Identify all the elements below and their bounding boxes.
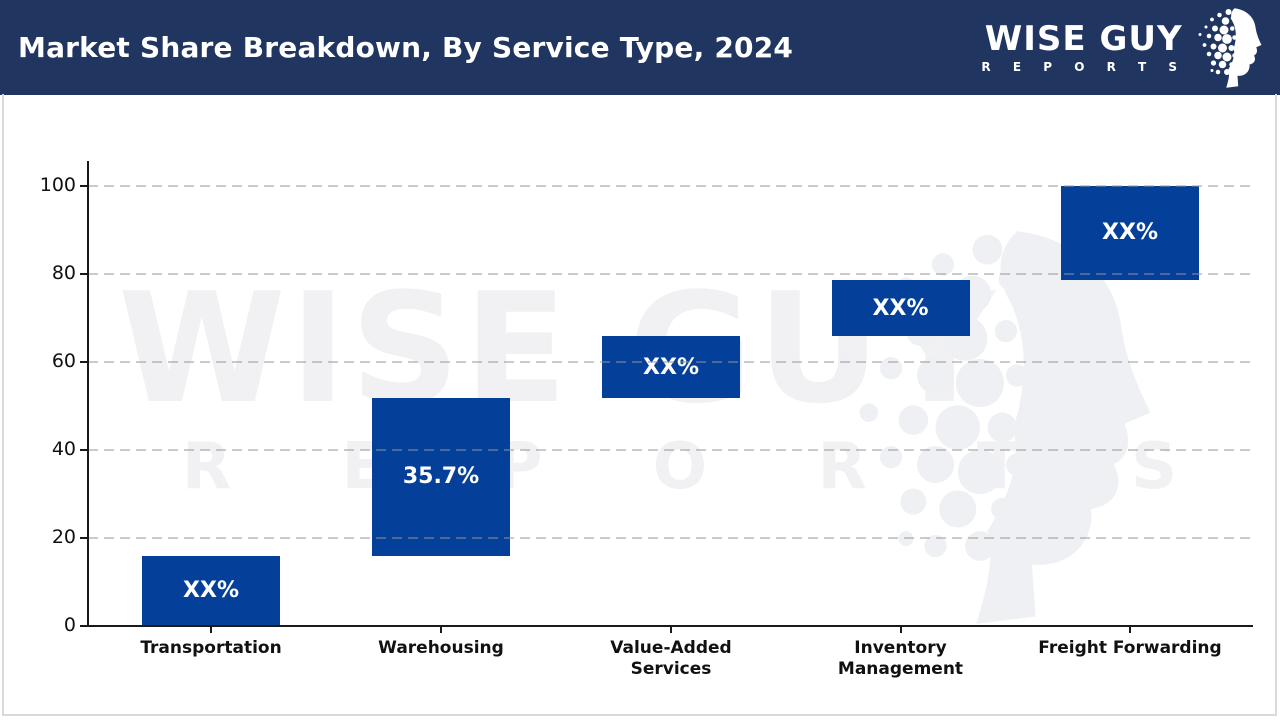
- y-tick-label-40: 40: [51, 437, 76, 460]
- gridline-100: [88, 184, 1253, 187]
- logo-wordmark: WISE GUY: [984, 19, 1183, 60]
- y-tick-0: [80, 625, 88, 627]
- bar-value-label: XX%: [183, 578, 239, 604]
- wise-guy-logo: WISE GUY R E P O R T S: [981, 6, 1266, 90]
- y-tick-40: [80, 448, 88, 451]
- page-title: Market Share Breakdown, By Service Type,…: [18, 31, 794, 64]
- logo-head-icon: [1198, 8, 1262, 88]
- y-tick-100: [80, 184, 88, 187]
- logo-subtitle: R E P O R T S: [981, 59, 1186, 74]
- x-tick-2: [670, 626, 672, 633]
- y-tick-label-60: 60: [51, 349, 76, 372]
- y-tick-label-20: 20: [51, 525, 76, 548]
- x-tick-label-3: Inventory Management: [837, 638, 964, 680]
- gridline-20: [88, 536, 1253, 539]
- bar-value-label: XX%: [1102, 220, 1158, 246]
- x-tick-4: [1129, 626, 1131, 633]
- x-tick-label-4: Freight Forwarding: [1038, 638, 1222, 658]
- bar-value-label: XX%: [643, 354, 699, 380]
- chart-area: WISE GUY R E P O R T S 0 20 40 60 80 100 XX% 35…: [0, 94, 1280, 720]
- x-tick-label-2: Value-Added Services: [610, 638, 732, 680]
- y-tick-60: [80, 360, 88, 363]
- gridline-40: [88, 448, 1253, 451]
- bar-freight-forwarding: XX%: [1061, 185, 1199, 280]
- x-tick-0: [210, 626, 212, 633]
- y-tick-label-0: 0: [63, 614, 76, 636]
- gridline-60: [88, 360, 1253, 363]
- bar-warehousing: 35.7%: [372, 398, 510, 556]
- y-tick-20: [80, 536, 88, 539]
- watermark-head-icon: [839, 231, 1151, 624]
- x-axis-line: [87, 625, 1253, 627]
- x-tick-1: [440, 626, 442, 633]
- y-tick-label-80: 80: [51, 261, 76, 284]
- y-tick-label-100: 100: [39, 173, 76, 196]
- x-tick-label-1: Warehousing: [378, 638, 504, 658]
- bar-value-added-services: XX%: [602, 336, 740, 399]
- bar-inventory-management: XX%: [831, 279, 970, 337]
- x-tick-3: [899, 626, 902, 633]
- gridline-80: [88, 272, 1253, 275]
- bar-value-label: 35.7%: [402, 464, 480, 490]
- bar-transportation: XX%: [142, 555, 280, 626]
- bar-value-label: XX%: [872, 295, 929, 321]
- x-tick-label-0: Transportation: [140, 638, 282, 658]
- y-axis-line: [87, 161, 89, 627]
- y-tick-80: [80, 272, 88, 275]
- header-bar: Market Share Breakdown, By Service Type,…: [0, 0, 1280, 95]
